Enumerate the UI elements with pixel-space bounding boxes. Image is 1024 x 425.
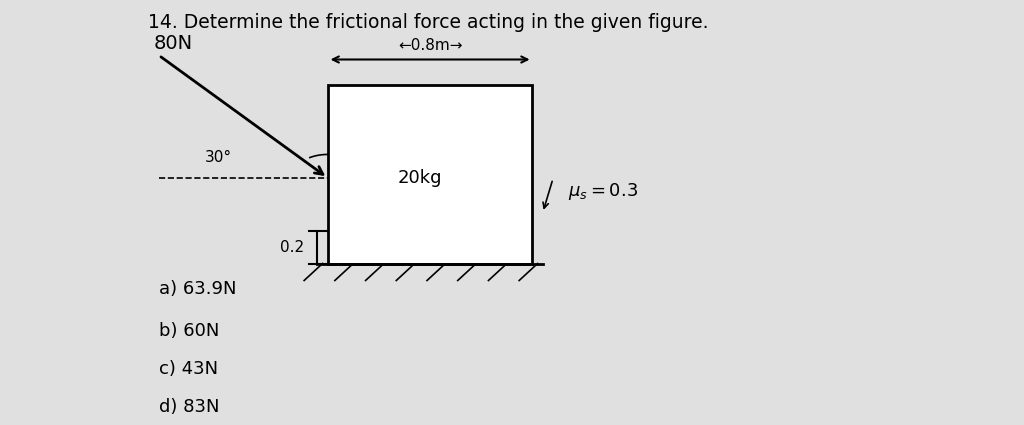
Text: $\mu_s = 0.3$: $\mu_s = 0.3$ bbox=[568, 181, 638, 202]
Text: ←0.8m→: ←0.8m→ bbox=[398, 38, 462, 53]
Text: b) 60N: b) 60N bbox=[159, 322, 219, 340]
Text: 30°: 30° bbox=[205, 150, 231, 165]
Text: 80N: 80N bbox=[154, 34, 193, 53]
Bar bbox=[328, 85, 532, 264]
Text: 14. Determine the frictional force acting in the given figure.: 14. Determine the frictional force actin… bbox=[148, 13, 709, 32]
Text: c) 43N: c) 43N bbox=[159, 360, 218, 378]
Text: 20kg: 20kg bbox=[397, 169, 442, 187]
Text: d) 83N: d) 83N bbox=[159, 399, 219, 416]
Text: 0.2: 0.2 bbox=[280, 240, 304, 255]
Text: a) 63.9N: a) 63.9N bbox=[159, 280, 237, 298]
